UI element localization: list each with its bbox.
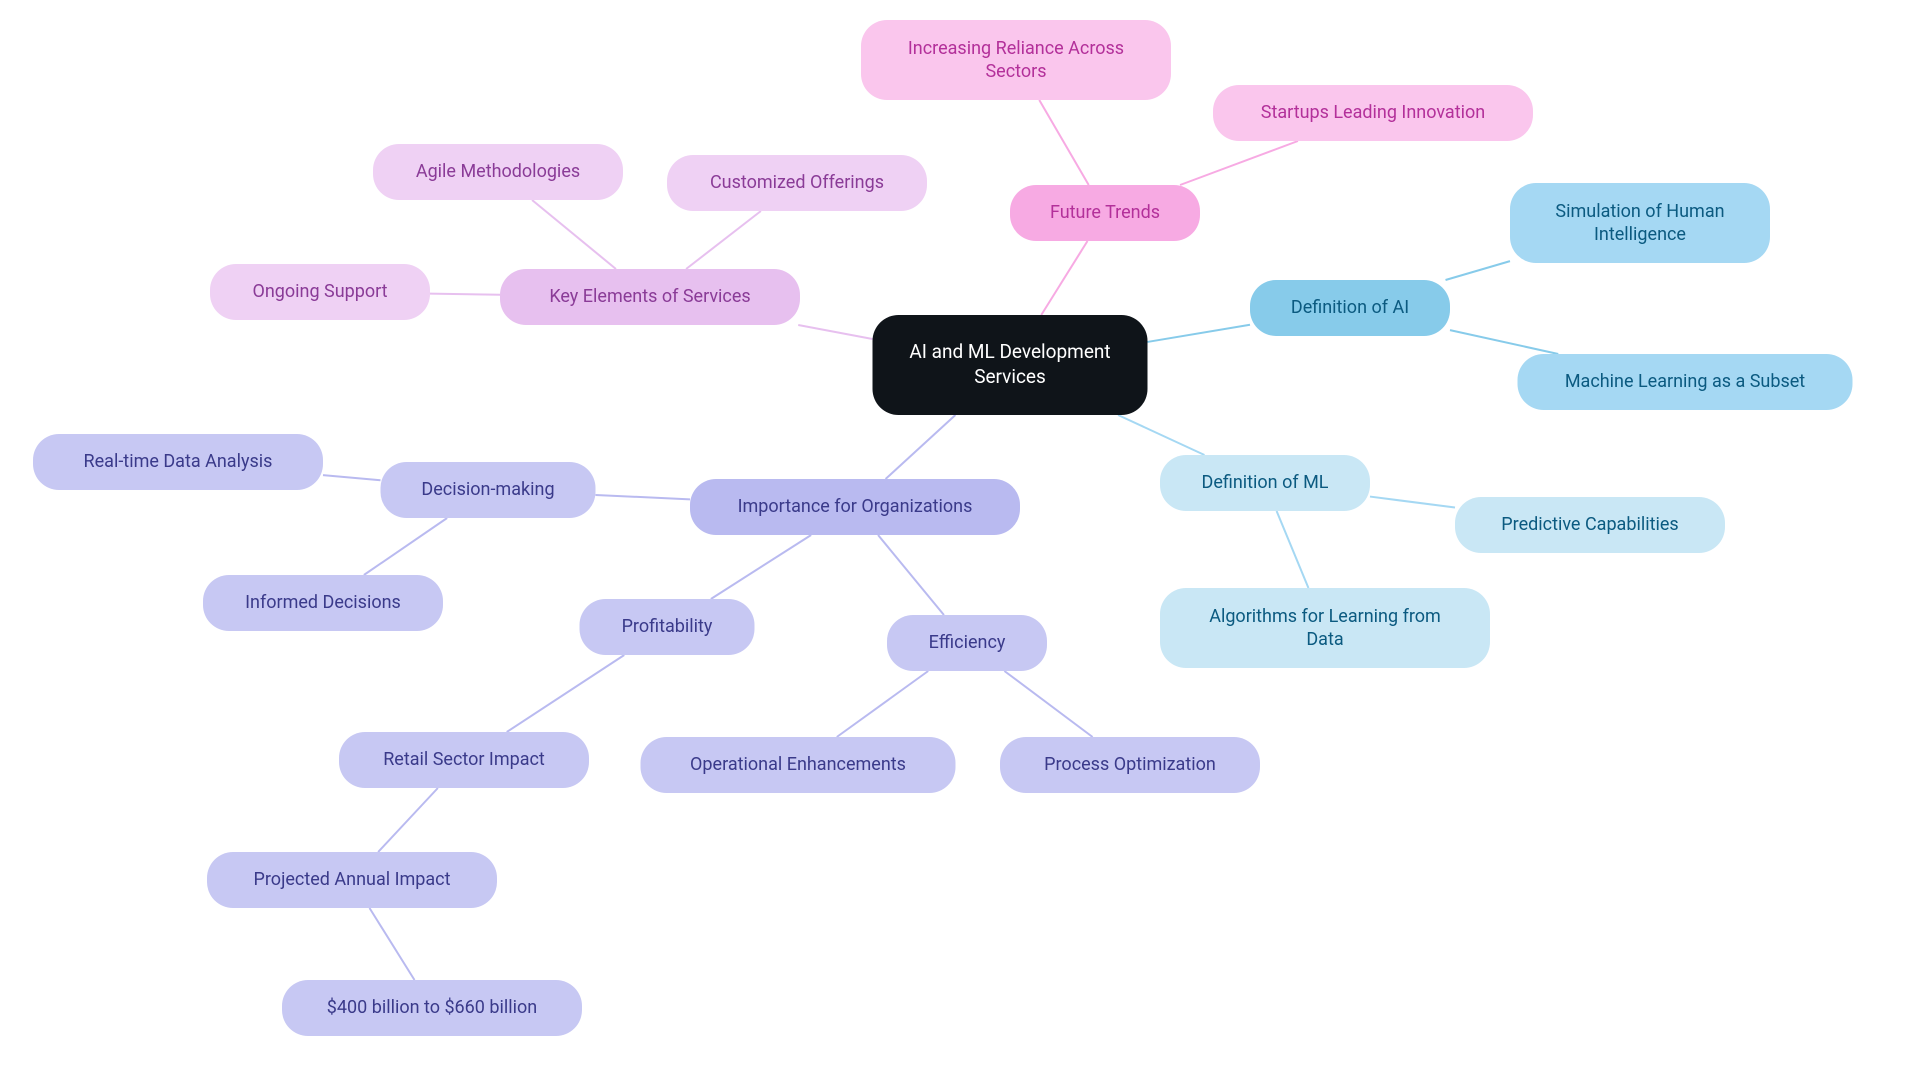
node-startups: Startups Leading Innovation [1213, 85, 1533, 141]
node-efficiency: Efficiency [887, 615, 1047, 671]
edge-importance-profit [711, 535, 811, 599]
node-retail: Retail Sector Impact [339, 732, 589, 788]
edge-projImpact-billions [370, 908, 415, 980]
node-decision: Decision-making [381, 462, 596, 518]
edge-efficiency-procOpt [1004, 671, 1092, 737]
edge-efficiency-opEnh [837, 671, 928, 737]
node-realtime: Real-time Data Analysis [33, 434, 323, 490]
edge-retail-projImpact [378, 788, 438, 852]
edge-defML-predCap [1370, 497, 1455, 508]
edge-decision-realtime [323, 475, 381, 480]
node-importance: Importance for Organizations [690, 479, 1020, 535]
edge-defAI-simHI [1446, 261, 1510, 280]
edge-root-defAI [1148, 325, 1251, 342]
node-billions: $400 billion to $660 billion [282, 980, 582, 1036]
edge-root-future [1041, 241, 1087, 315]
edge-future-startups [1180, 141, 1298, 185]
edge-keyElem-support [430, 294, 500, 295]
node-algoLearn: Algorithms for Learning from Data [1160, 588, 1490, 668]
node-opEnh: Operational Enhancements [641, 737, 956, 793]
node-predCap: Predictive Capabilities [1455, 497, 1725, 553]
node-procOpt: Process Optimization [1000, 737, 1260, 793]
mindmap-canvas: AI and ML Development ServicesDefinition… [0, 0, 1920, 1083]
node-future: Future Trends [1010, 185, 1200, 241]
edge-keyElem-customOff [686, 211, 761, 269]
edge-decision-informed [364, 518, 447, 575]
node-root: AI and ML Development Services [873, 315, 1148, 415]
node-profit: Profitability [580, 599, 755, 655]
node-defML: Definition of ML [1160, 455, 1370, 511]
node-mlSubset: Machine Learning as a Subset [1518, 354, 1853, 410]
edge-root-importance [886, 415, 956, 479]
node-defAI: Definition of AI [1250, 280, 1450, 336]
edge-defAI-mlSubset [1450, 330, 1558, 354]
node-support: Ongoing Support [210, 264, 430, 320]
edge-future-reliance [1039, 100, 1088, 185]
edge-profit-retail [507, 655, 625, 732]
edge-defML-algoLearn [1277, 511, 1309, 588]
edge-root-defML [1118, 415, 1204, 455]
node-projImpact: Projected Annual Impact [207, 852, 497, 908]
node-customOff: Customized Offerings [667, 155, 927, 211]
node-reliance: Increasing Reliance Across Sectors [861, 20, 1171, 100]
edge-importance-efficiency [878, 535, 944, 615]
edge-keyElem-agile [532, 200, 616, 269]
node-simHI: Simulation of Human Intelligence [1510, 183, 1770, 263]
node-agile: Agile Methodologies [373, 144, 623, 200]
edge-root-keyElem [798, 325, 872, 339]
node-keyElem: Key Elements of Services [500, 269, 800, 325]
node-informed: Informed Decisions [203, 575, 443, 631]
edge-importance-decision [596, 495, 691, 499]
